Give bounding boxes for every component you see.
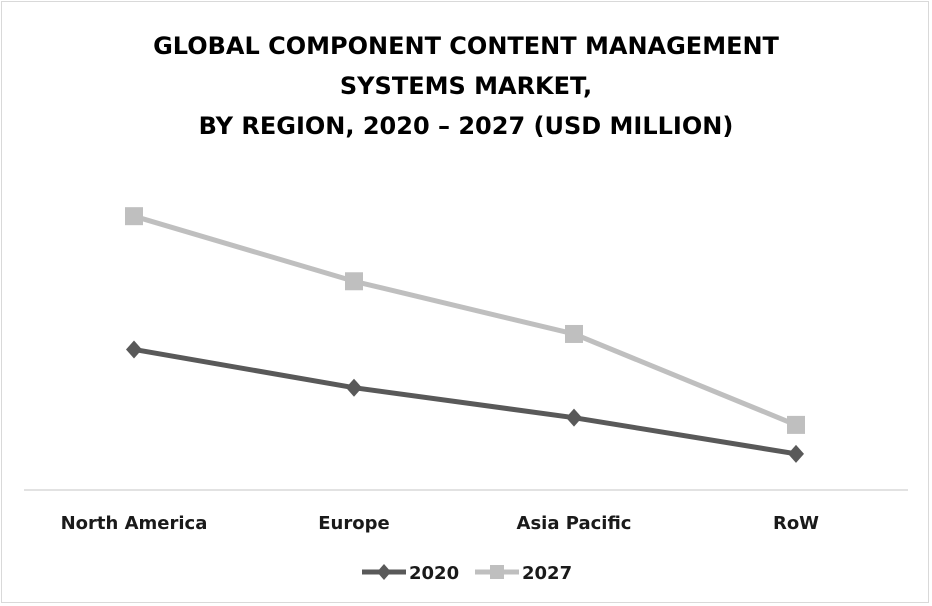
series-2027 xyxy=(125,207,805,434)
legend-label-2027: 2027 xyxy=(522,563,572,584)
legend-label-2020: 2020 xyxy=(409,563,459,584)
chart-title-line-2: SYSTEMS MARKET, xyxy=(339,72,593,100)
legend-item-2020: 2020 xyxy=(362,563,459,584)
data-point-2020-asia-pacific xyxy=(566,408,582,427)
legend: 2020 2027 xyxy=(362,563,572,584)
chart-title-line-1: GLOBAL COMPONENT CONTENT MANAGEMENT xyxy=(153,32,779,60)
series-line-2020 xyxy=(133,347,797,457)
series-2020 xyxy=(126,340,804,463)
series-line-2027 xyxy=(133,213,797,428)
legend-marker-2020 xyxy=(377,564,391,580)
data-point-2027-asia-pacific xyxy=(565,324,583,343)
chart-title-line-3: BY REGION, 2020 – 2027 (USD MILLION) xyxy=(198,112,734,140)
chart-title: GLOBAL COMPONENT CONTENT MANAGEMENT SYST… xyxy=(0,26,932,146)
data-point-2020-row xyxy=(788,444,804,463)
series-layer xyxy=(125,207,805,463)
legend-item-2027: 2027 xyxy=(475,563,572,584)
data-point-2020-europe xyxy=(346,378,362,397)
data-point-2027-north-america xyxy=(125,207,143,226)
category-label-asia-pacific: Asia Pacific xyxy=(517,513,632,534)
category-label-europe: Europe xyxy=(318,513,389,534)
data-point-2027-europe xyxy=(345,272,363,291)
category-label-north-america: North America xyxy=(61,513,208,534)
legend-marker-2027 xyxy=(490,565,504,579)
data-point-2020-north-america xyxy=(126,340,142,359)
category-labels: North America Europe Asia Pacific RoW xyxy=(61,513,820,534)
category-label-row: RoW xyxy=(773,513,819,534)
data-point-2027-row xyxy=(787,415,805,434)
